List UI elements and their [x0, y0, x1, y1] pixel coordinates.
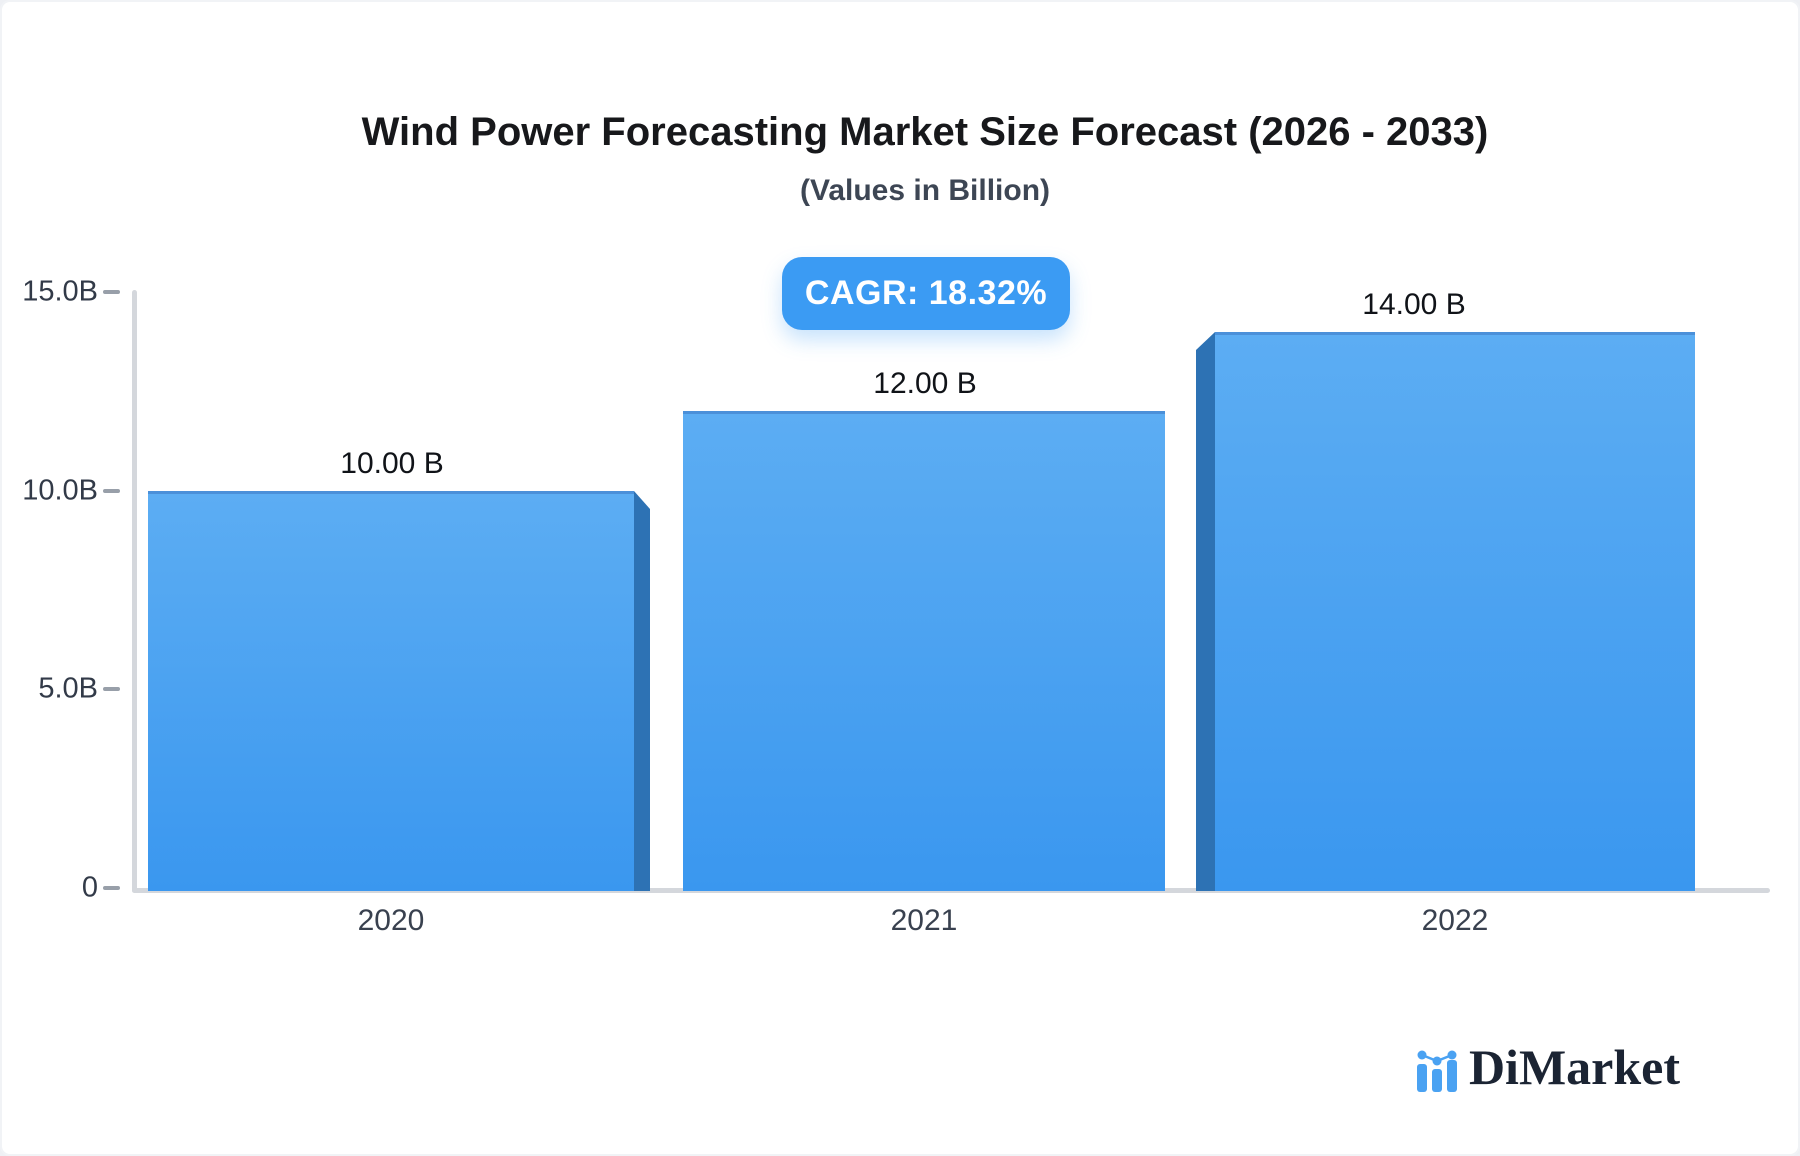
bar-value-label: 12.00 B	[873, 367, 977, 400]
y-axis-tick	[103, 290, 120, 294]
x-axis-category-label: 2021	[890, 904, 958, 937]
x-axis-category-label: 2020	[357, 904, 425, 937]
bar-value-label: 14.00 B	[1362, 288, 1466, 321]
y-axis-tick	[103, 687, 120, 692]
bar-value-label: 10.00 B	[340, 447, 444, 480]
bar-2022[interactable]	[1215, 332, 1695, 891]
bar-2020[interactable]	[148, 491, 634, 891]
y-axis-tick-label: 10.0B	[22, 474, 98, 507]
y-axis-tick	[103, 886, 120, 890]
chart-title: Wind Power Forecasting Market Size Forec…	[361, 110, 1489, 154]
y-axis-line	[132, 290, 137, 893]
bar-chart-logo-icon	[1416, 1050, 1457, 1092]
bar-3d-side-face	[1196, 332, 1215, 891]
bar-3d-side-face	[634, 491, 650, 891]
chart-subtitle: (Values in Billion)	[799, 174, 1051, 207]
y-axis-tick-label: 15.0B	[22, 275, 98, 308]
cagr-badge-label: CAGR: 18.32%	[804, 274, 1048, 312]
bar-2021[interactable]	[683, 411, 1165, 891]
brand-logo-text: DiMarket	[1468, 1039, 1680, 1095]
x-axis-category-label: 2022	[1421, 904, 1489, 937]
brand-logo: DiMarket	[1416, 1039, 1680, 1095]
y-axis-tick-label: 0	[81, 871, 98, 904]
y-axis-tick	[103, 488, 120, 493]
y-axis-tick-label: 5.0B	[38, 672, 98, 705]
cagr-badge: CAGR: 18.32%	[782, 257, 1070, 330]
